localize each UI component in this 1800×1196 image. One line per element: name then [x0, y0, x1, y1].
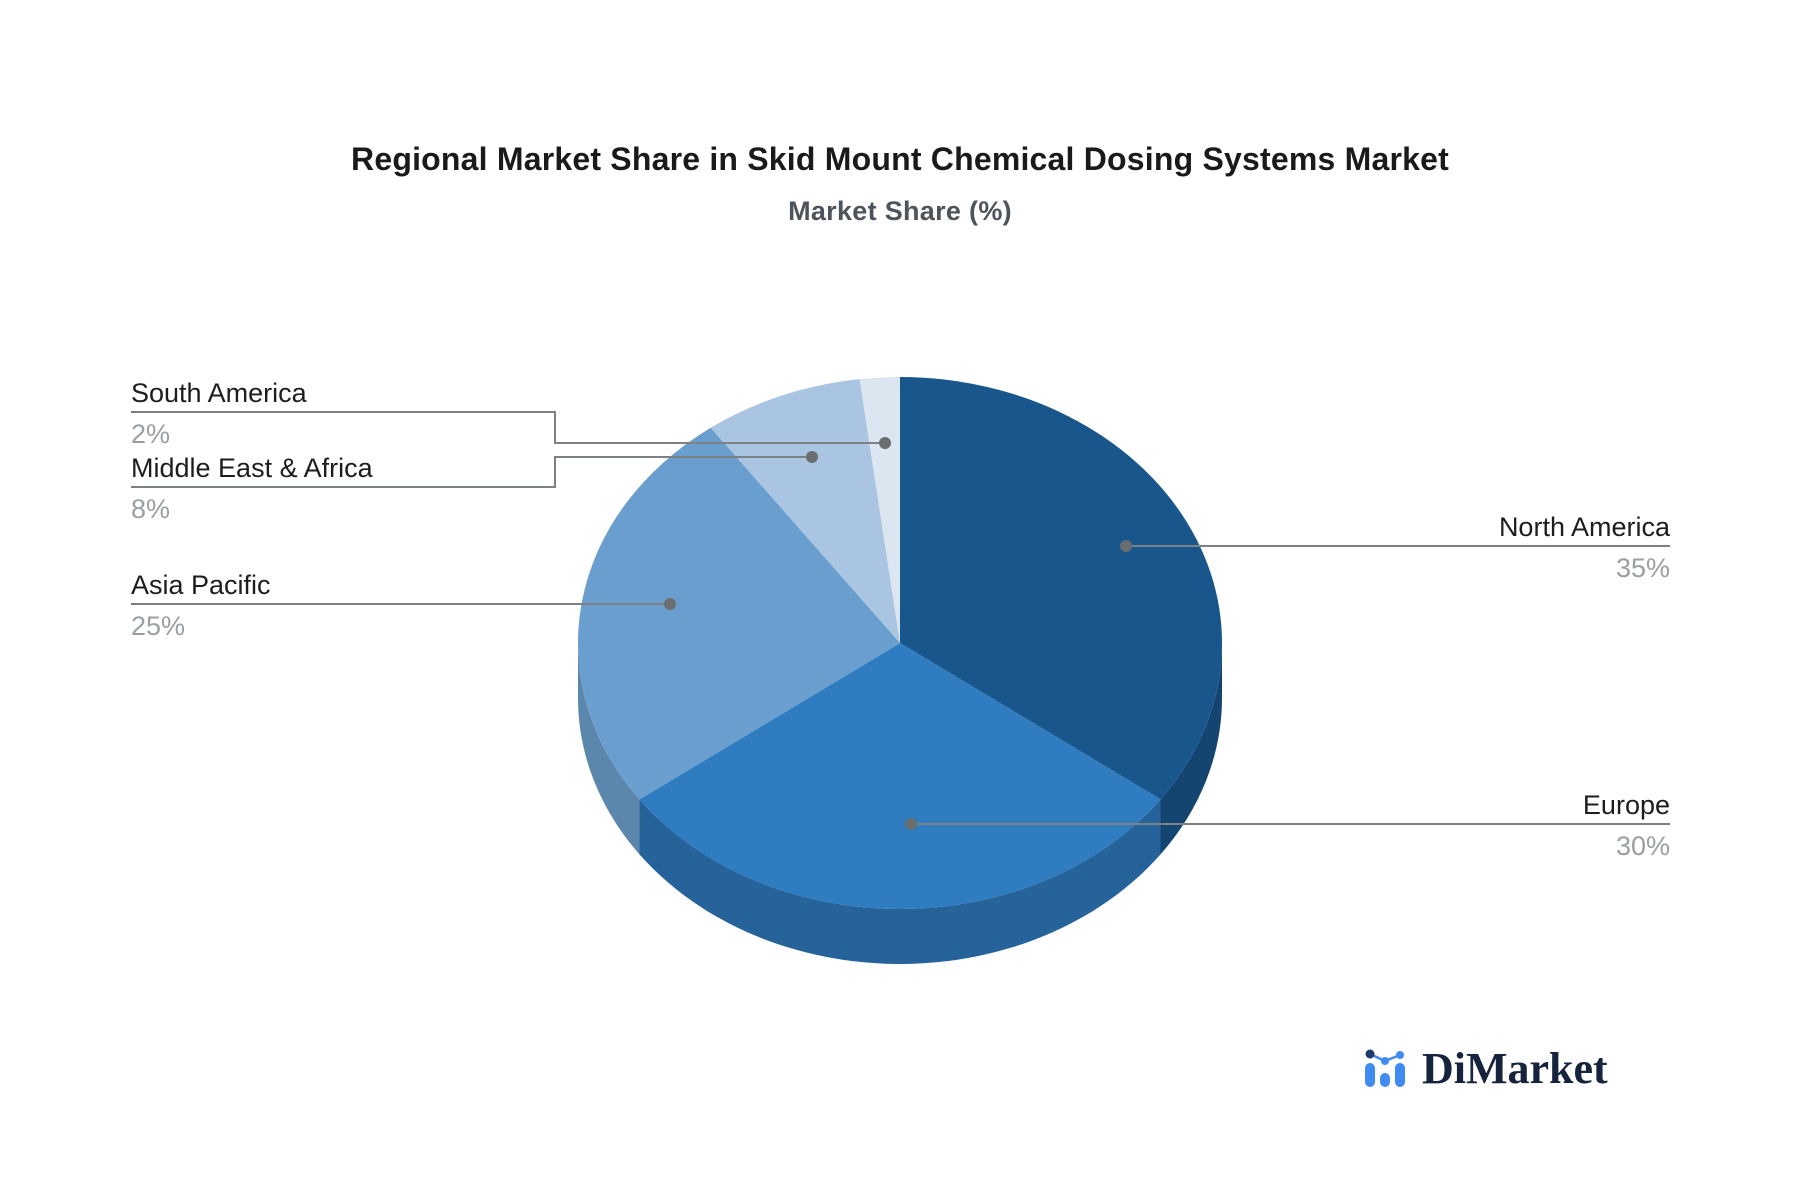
slice-value-north-america: 35% — [1616, 553, 1670, 583]
brand-logo: DiMarket — [1363, 1047, 1608, 1091]
logo-bar-right — [1395, 1063, 1405, 1087]
pie-slice-side-europe — [639, 799, 1161, 964]
slice-label-europe: Europe — [1583, 790, 1670, 820]
brand-name: DiMarket — [1422, 1044, 1608, 1093]
leader-dot-south-america — [879, 437, 891, 449]
leader-line-middle-east-africa — [131, 456, 812, 488]
logo-dot-left — [1365, 1049, 1375, 1059]
pie-slice-asia-pacific[interactable] — [578, 427, 900, 800]
pie-slice-middle-east-africa[interactable] — [710, 379, 900, 643]
slice-label-middle-east-africa: Middle East & Africa — [131, 453, 374, 483]
slice-label-north-america: North America — [1499, 512, 1671, 542]
slice-value-middle-east-africa: 8% — [131, 494, 170, 524]
bar-chart-logo-icon — [1365, 1049, 1405, 1087]
pie-slice-side-asia-pacific — [578, 643, 640, 855]
logo-dot-right — [1396, 1051, 1404, 1059]
leader-dot-europe — [905, 818, 917, 830]
pie-slice-side-north-america — [1160, 643, 1222, 855]
leader-line-south-america — [131, 411, 885, 444]
slice-label-south-america: South America — [131, 378, 308, 408]
logo-bar-left — [1365, 1063, 1375, 1087]
chart-title: Regional Market Share in Skid Mount Chem… — [351, 141, 1449, 177]
chart-subtitle: Market Share (%) — [788, 196, 1012, 226]
slice-value-asia-pacific: 25% — [131, 611, 185, 641]
pie-slice-north-america[interactable] — [900, 377, 1222, 800]
leader-dot-middle-east-africa — [806, 451, 818, 463]
slice-value-europe: 30% — [1616, 831, 1670, 861]
slice-value-south-america: 2% — [131, 419, 170, 449]
leader-dot-north-america — [1120, 540, 1132, 552]
pie-slice-europe[interactable] — [639, 643, 1161, 910]
slice-label-asia-pacific: Asia Pacific — [131, 570, 271, 600]
logo-bar-middle — [1380, 1073, 1390, 1087]
logo-dot-middle — [1381, 1057, 1389, 1065]
leader-dot-asia-pacific — [664, 598, 676, 610]
